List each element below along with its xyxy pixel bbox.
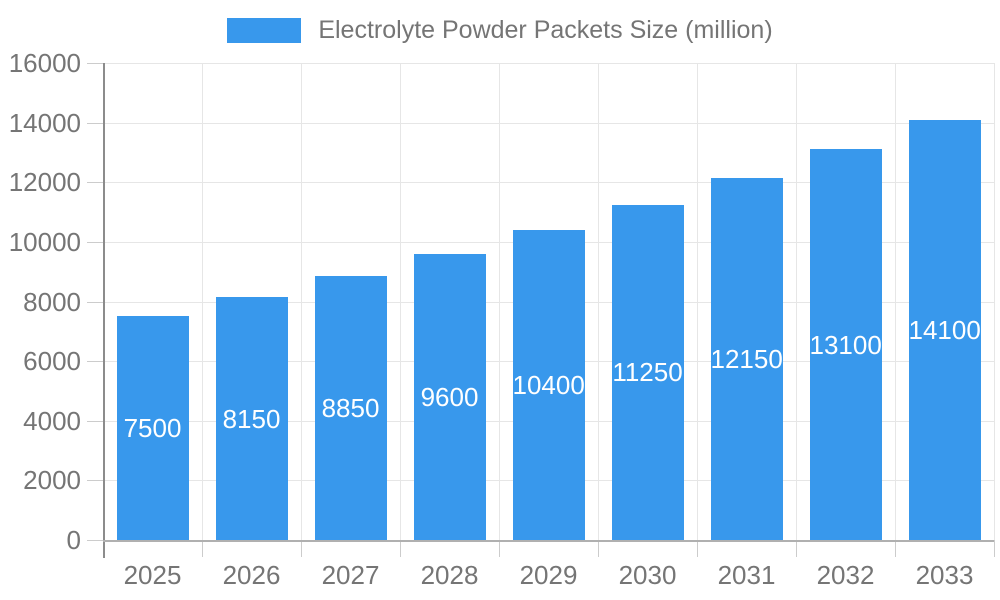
bar[interactable] (314, 276, 387, 540)
gridline-vertical (301, 63, 302, 540)
gridline-horizontal (103, 182, 994, 184)
x-axis-tick (499, 540, 500, 557)
bar[interactable] (215, 297, 288, 540)
y-axis-tick (87, 122, 103, 124)
y-axis-tick (87, 480, 103, 482)
x-axis-tick (202, 540, 203, 557)
bar-value-label: 10400 (512, 369, 585, 400)
bar-value-label: 11250 (612, 357, 683, 388)
gridline-vertical (499, 63, 500, 540)
y-axis-tick (87, 420, 103, 422)
x-tick-label: 2032 (816, 560, 875, 590)
gridline-horizontal (103, 63, 994, 64)
bar[interactable] (710, 177, 783, 540)
bar[interactable] (809, 149, 882, 540)
legend-swatch (227, 18, 302, 43)
y-tick-label: 6000 (23, 346, 81, 377)
x-axis-tick (301, 540, 302, 557)
x-axis-tick (796, 540, 797, 557)
legend-label: Electrolyte Powder Packets Size (million… (318, 16, 773, 44)
bar-value-label: 9600 (420, 381, 479, 412)
x-axis-tick (697, 540, 698, 557)
x-axis-tick (598, 540, 599, 557)
x-axis-tick (895, 540, 896, 557)
y-axis-tick (87, 182, 103, 184)
bar[interactable] (413, 253, 486, 540)
x-tick-label: 2030 (618, 560, 677, 590)
bar-value-label: 7500 (123, 413, 182, 444)
gridline-vertical (598, 63, 599, 540)
y-tick-label: 2000 (23, 465, 81, 496)
x-axis-tick (400, 540, 401, 557)
x-tick-label: 2027 (321, 560, 380, 590)
bar[interactable] (908, 119, 981, 540)
x-tick-label: 2028 (420, 560, 479, 590)
y-axis-tick (87, 63, 103, 64)
y-tick-label: 0 (66, 525, 81, 555)
bar-value-label: 12150 (710, 343, 783, 374)
x-axis-line (103, 540, 994, 542)
y-tick-label: 16000 (8, 48, 81, 78)
y-tick-label: 4000 (23, 405, 81, 436)
x-tick-label: 2029 (519, 560, 578, 590)
y-axis-tick (87, 540, 103, 541)
gridline-vertical (400, 63, 401, 540)
x-tick-label: 2025 (123, 560, 182, 590)
y-tick-label: 14000 (8, 107, 81, 138)
x-tick-label: 2026 (222, 560, 281, 590)
y-tick-label: 12000 (8, 167, 81, 198)
y-tick-label: 10000 (8, 226, 81, 257)
bar-value-label: 13100 (809, 329, 882, 360)
gridline-horizontal (103, 122, 994, 124)
bar-value-label: 14100 (908, 314, 981, 345)
gridline-vertical (202, 63, 203, 540)
x-tick-label: 2033 (915, 560, 974, 590)
x-axis-tick (994, 540, 995, 557)
y-tick-label: 8000 (23, 286, 81, 317)
bar-value-label: 8150 (222, 403, 281, 434)
gridline-vertical (697, 63, 698, 540)
gridline-vertical (895, 63, 896, 540)
gridline-vertical (796, 63, 797, 540)
y-axis-tick (87, 241, 103, 243)
x-tick-label: 2031 (717, 560, 776, 590)
y-axis-line (103, 63, 105, 558)
legend[interactable]: Electrolyte Powder Packets Size (million… (0, 16, 1000, 45)
bar-value-label: 8850 (321, 393, 380, 424)
y-axis-tick (87, 301, 103, 303)
bar[interactable] (512, 229, 585, 540)
gridline-vertical (994, 63, 995, 540)
bar[interactable] (116, 316, 189, 540)
y-axis-tick (87, 361, 103, 363)
bar[interactable] (611, 204, 684, 540)
